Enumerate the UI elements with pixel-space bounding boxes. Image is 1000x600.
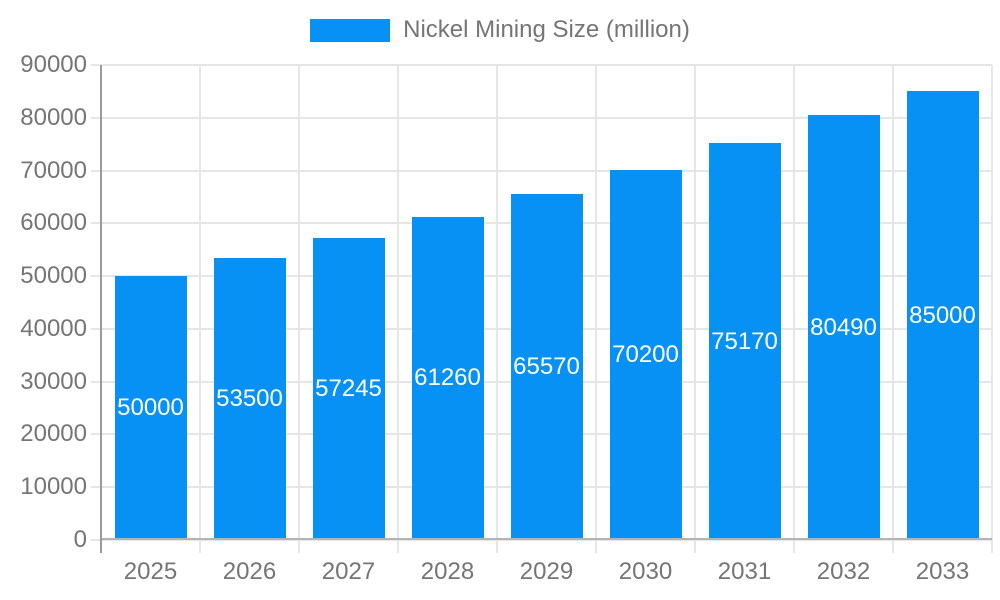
bar-value-label: 50000	[117, 394, 184, 422]
y-gridline	[91, 64, 992, 66]
y-tick-label: 80000	[20, 103, 87, 131]
y-tick-label: 0	[73, 526, 87, 553]
bar-value-label: 70200	[612, 340, 679, 368]
x-tick-label: 2026	[222, 558, 277, 585]
legend-label: Nickel Mining Size (million)	[403, 16, 690, 43]
chart-legend[interactable]: Nickel Mining Size (million)	[0, 16, 1000, 44]
bar-value-label: 57245	[315, 374, 382, 402]
bar-2027[interactable]	[312, 237, 385, 540]
y-tick-label: 40000	[20, 314, 87, 342]
x-gridline	[397, 65, 399, 553]
x-tick-label: 2029	[519, 558, 574, 585]
bar-2029[interactable]	[510, 193, 583, 540]
x-tick-label: 2028	[420, 558, 475, 585]
y-tick-label: 50000	[20, 262, 87, 290]
y-tick-label: 20000	[20, 420, 87, 448]
bar-2032[interactable]	[807, 115, 880, 540]
x-tick-label: 2031	[717, 558, 772, 585]
x-gridline	[694, 65, 696, 553]
x-gridline	[496, 65, 498, 553]
y-tick-label: 30000	[20, 367, 87, 395]
x-gridline	[298, 65, 300, 553]
bar-value-label: 75170	[711, 327, 778, 355]
plot-area: 0 10000 20000 30000 40000 50000 60000 70000 8000…	[20, 51, 993, 585]
x-gridline	[892, 65, 894, 553]
y-tick-label: 60000	[20, 209, 87, 237]
bar-value-label: 85000	[909, 301, 976, 329]
bar-value-label: 65570	[513, 352, 580, 380]
y-gridline	[91, 169, 992, 172]
x-gridline	[991, 65, 993, 553]
bar-value-label: 53500	[216, 384, 283, 412]
y-tick-label: 70000	[20, 156, 87, 184]
x-gridline	[793, 65, 795, 553]
bar-value-label: 61260	[414, 364, 481, 392]
x-tick-label: 2030	[618, 558, 673, 585]
x-tick-label: 2027	[321, 558, 376, 585]
bar-2033[interactable]	[906, 91, 979, 540]
x-tick-label: 2032	[816, 558, 871, 585]
y-tick-label: 90000	[20, 51, 87, 78]
bar-2028[interactable]	[411, 216, 484, 540]
bar-2026[interactable]	[213, 257, 286, 540]
x-tick-label: 2033	[915, 558, 970, 585]
x-axis-line	[101, 538, 992, 540]
bar-value-label: 80490	[810, 313, 877, 341]
y-axis-line	[100, 65, 102, 553]
bar-2031[interactable]	[708, 143, 781, 540]
y-gridline	[91, 116, 992, 119]
y-gridline	[91, 539, 992, 541]
x-tick-label: 2025	[123, 558, 178, 585]
legend-swatch-icon	[310, 18, 391, 42]
x-gridline	[595, 65, 597, 553]
y-tick-label: 10000	[20, 473, 87, 501]
bar-2030[interactable]	[609, 169, 682, 540]
bar-2025[interactable]	[114, 276, 187, 540]
x-gridline	[199, 65, 201, 553]
